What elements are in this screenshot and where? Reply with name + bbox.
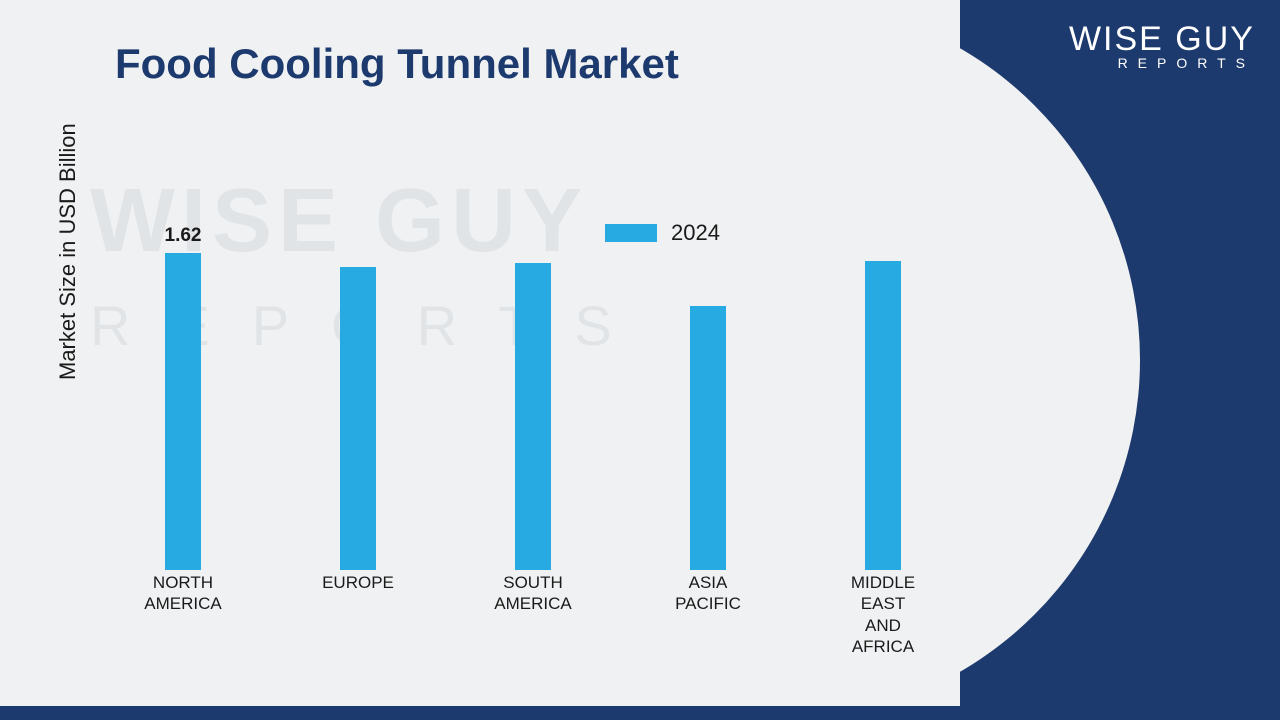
category-label: MIDDLEEASTANDAFRICA	[808, 572, 958, 657]
chart-stage: WISE GUY REPORTS WISE GUY REPORTS Food C…	[0, 0, 1280, 720]
category-label: NORTHAMERICA	[108, 572, 258, 615]
category-label: ASIAPACIFIC	[633, 572, 783, 615]
bar	[340, 267, 376, 570]
bottom-accent-bar	[0, 706, 960, 720]
side-panel	[960, 0, 1280, 720]
plot-area: 1.62NORTHAMERICAEUROPESOUTHAMERICAASIAPA…	[100, 140, 930, 570]
bar-value-label: 1.62	[143, 225, 223, 247]
y-axis-label: Market Size in USD Billion	[55, 123, 81, 380]
bar	[865, 261, 901, 570]
bar	[165, 253, 201, 570]
bar	[690, 306, 726, 570]
category-label: SOUTHAMERICA	[458, 572, 608, 615]
chart-title: Food Cooling Tunnel Market	[115, 40, 679, 88]
brand-logo: WISE GUY REPORTS	[1069, 20, 1255, 71]
brand-logo-line1: WISE GUY	[1069, 20, 1255, 59]
bar	[515, 263, 551, 570]
category-label: EUROPE	[283, 572, 433, 593]
